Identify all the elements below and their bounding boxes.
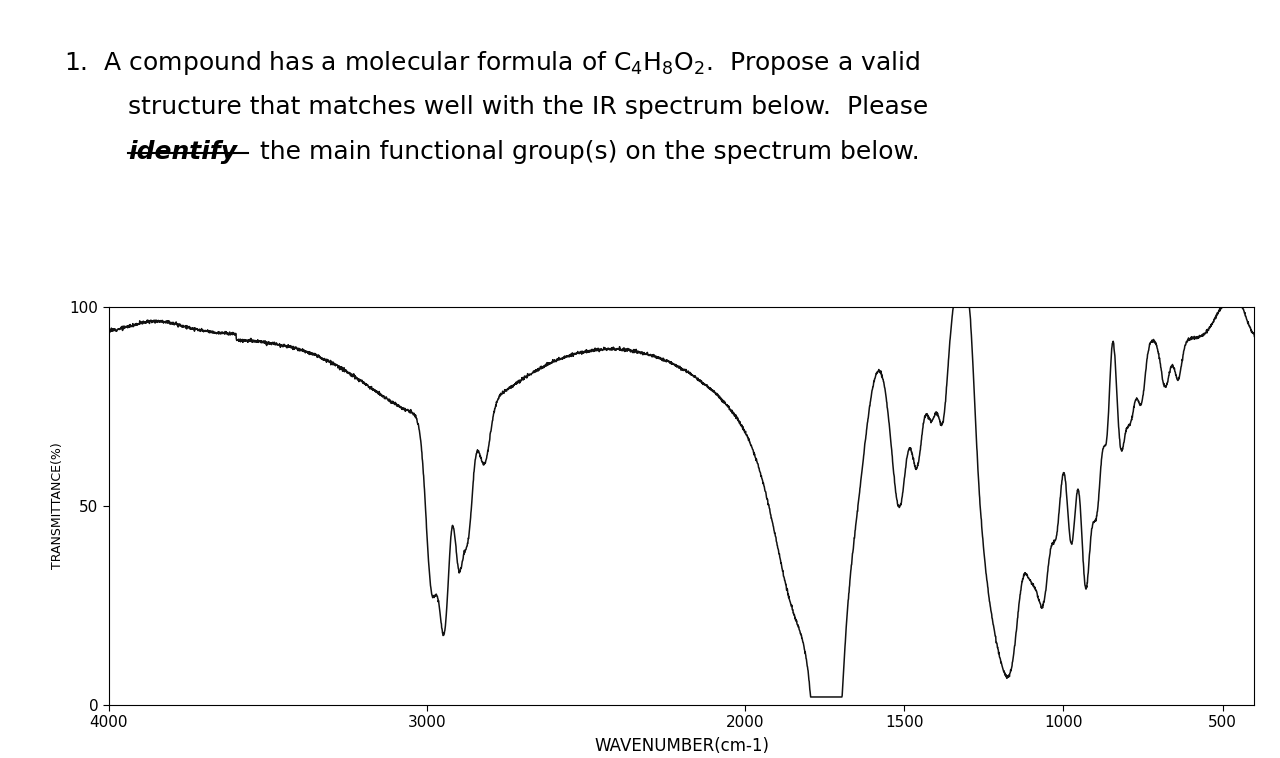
Text: structure that matches well with the IR spectrum below.  Please: structure that matches well with the IR … <box>128 95 928 119</box>
Y-axis label: TRANSMITTANCE(%): TRANSMITTANCE(%) <box>51 443 64 569</box>
Text: identify: identify <box>128 140 237 164</box>
Text: the main functional group(s) on the spectrum below.: the main functional group(s) on the spec… <box>252 140 920 164</box>
Text: 1.  A compound has a molecular formula of C$_4$H$_8$O$_2$.  Propose a valid: 1. A compound has a molecular formula of… <box>64 49 920 77</box>
X-axis label: WAVENUMBER(cm-1): WAVENUMBER(cm-1) <box>594 738 769 755</box>
